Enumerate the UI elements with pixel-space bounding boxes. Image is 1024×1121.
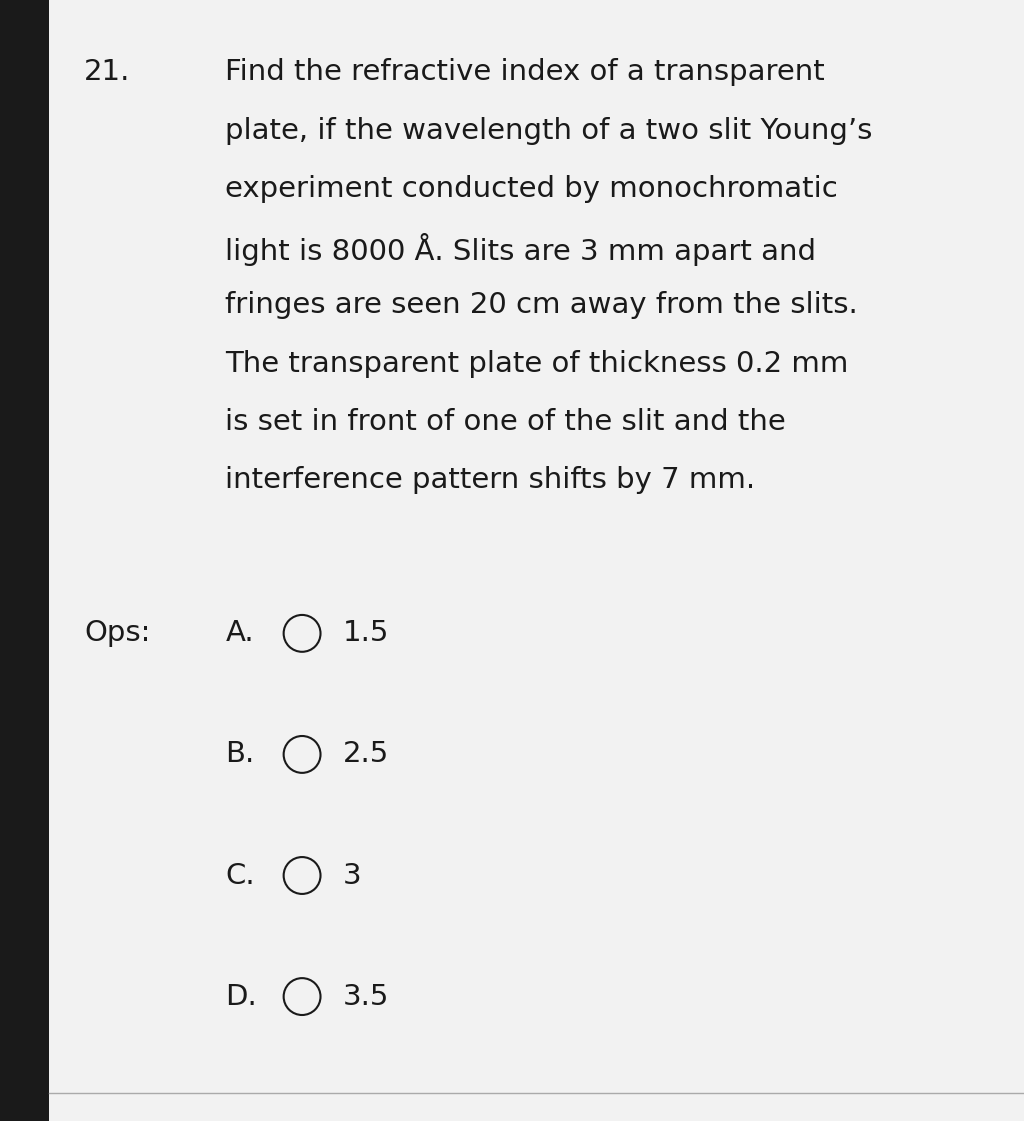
- Text: The transparent plate of thickness 0.2 mm: The transparent plate of thickness 0.2 m…: [225, 350, 849, 378]
- Text: 1.5: 1.5: [343, 620, 389, 647]
- Text: Find the refractive index of a transparent: Find the refractive index of a transpare…: [225, 58, 825, 86]
- Text: Ops:: Ops:: [84, 620, 151, 647]
- Text: interference pattern shifts by 7 mm.: interference pattern shifts by 7 mm.: [225, 466, 756, 494]
- Text: 2.5: 2.5: [343, 741, 389, 768]
- Text: light is 8000 Å. Slits are 3 mm apart and: light is 8000 Å. Slits are 3 mm apart an…: [225, 233, 816, 266]
- Text: A.: A.: [225, 620, 254, 647]
- Text: D.: D.: [225, 983, 257, 1010]
- Text: plate, if the wavelength of a two slit Young’s: plate, if the wavelength of a two slit Y…: [225, 117, 872, 145]
- Text: 3: 3: [343, 862, 361, 889]
- Text: 21.: 21.: [84, 58, 130, 86]
- Text: experiment conducted by monochromatic: experiment conducted by monochromatic: [225, 175, 838, 203]
- Text: C.: C.: [225, 862, 255, 889]
- Text: 3.5: 3.5: [343, 983, 389, 1010]
- Text: is set in front of one of the slit and the: is set in front of one of the slit and t…: [225, 408, 786, 436]
- Bar: [0, 0, 49, 1121]
- Text: B.: B.: [225, 741, 255, 768]
- Text: fringes are seen 20 cm away from the slits.: fringes are seen 20 cm away from the sli…: [225, 291, 858, 319]
